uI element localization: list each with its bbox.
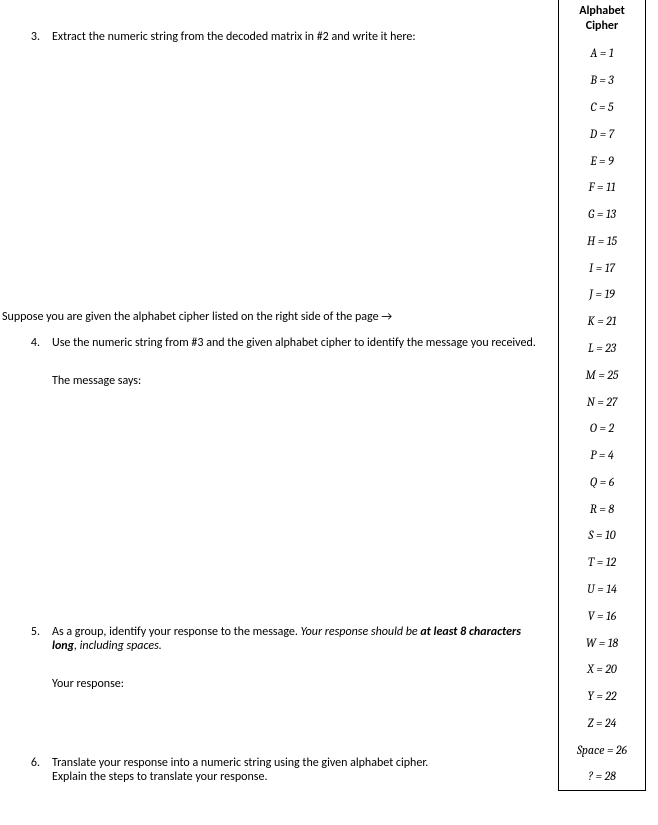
cipher-row: H = 15 <box>559 227 645 254</box>
cipher-row: T = 12 <box>559 549 645 576</box>
cipher-header-line2: Cipher <box>586 19 618 33</box>
q6-text: Translate your response into a numeric s… <box>52 756 554 784</box>
q6-line1: Translate your response into a numeric s… <box>52 756 428 770</box>
question-4: 4. Use the numeric string from #3 and th… <box>0 336 554 388</box>
cipher-row: S = 10 <box>559 522 645 549</box>
q5-response-label: Your response: <box>0 677 554 691</box>
cipher-rows: A = 1B = 3C = 5D = 7E = 9F = 11G = 13H =… <box>559 40 645 790</box>
cipher-row: R = 8 <box>559 495 645 522</box>
q5-number: 5. <box>0 625 52 639</box>
cipher-row: V = 16 <box>559 602 645 629</box>
cipher-row: ? = 28 <box>559 763 645 790</box>
question-3: 3. Extract the numeric string from the d… <box>0 30 554 44</box>
cipher-row: X = 20 <box>559 656 645 683</box>
cipher-row: Q = 6 <box>559 469 645 496</box>
cipher-row: U = 14 <box>559 576 645 603</box>
cipher-table: Alphabet Cipher A = 1B = 3C = 5D = 7E = … <box>558 0 646 791</box>
cipher-row: P = 4 <box>559 442 645 469</box>
cipher-row: Z = 24 <box>559 710 645 737</box>
q4-number: 4. <box>0 336 52 350</box>
cipher-row: G = 13 <box>559 201 645 228</box>
cipher-row: I = 17 <box>559 254 645 281</box>
suppose-text: Suppose you are given the alphabet ciphe… <box>2 310 392 324</box>
cipher-row: N = 27 <box>559 388 645 415</box>
question-6: 6. Translate your response into a numeri… <box>0 756 554 784</box>
cipher-header-line1: Alphabet <box>579 4 625 18</box>
q6-number: 6. <box>0 756 52 770</box>
cipher-row: C = 5 <box>559 94 645 121</box>
worksheet-page: 3. Extract the numeric string from the d… <box>0 0 658 825</box>
cipher-row: A = 1 <box>559 40 645 67</box>
q4-message-label: The message says: <box>0 374 554 388</box>
cipher-row: Space = 26 <box>559 736 645 763</box>
q5-prefix: As a group, identify your response to th… <box>52 625 301 639</box>
cipher-row: E = 9 <box>559 147 645 174</box>
cipher-row: D = 7 <box>559 120 645 147</box>
q3-text: Extract the numeric string from the deco… <box>52 30 554 44</box>
cipher-row: F = 11 <box>559 174 645 201</box>
cipher-row: M = 25 <box>559 361 645 388</box>
q5-italic-b: , including spaces. <box>74 639 162 653</box>
q5-text: As a group, identify your response to th… <box>52 625 554 653</box>
q5-italic-a: Your response should be <box>301 625 421 639</box>
q6-line2: Explain the steps to translate your resp… <box>52 770 267 784</box>
cipher-row: B = 3 <box>559 67 645 94</box>
cipher-row: W = 18 <box>559 629 645 656</box>
cipher-row: Y = 22 <box>559 683 645 710</box>
cipher-row: O = 2 <box>559 415 645 442</box>
cipher-row: L = 23 <box>559 335 645 362</box>
q3-number: 3. <box>0 30 52 44</box>
cipher-row: K = 21 <box>559 308 645 335</box>
cipher-row: J = 19 <box>559 281 645 308</box>
q4-text: Use the numeric string from #3 and the g… <box>52 336 554 350</box>
question-5: 5. As a group, identify your response to… <box>0 625 554 691</box>
cipher-header: Alphabet Cipher <box>559 0 645 40</box>
suppose-line: Suppose you are given the alphabet ciphe… <box>0 310 554 324</box>
